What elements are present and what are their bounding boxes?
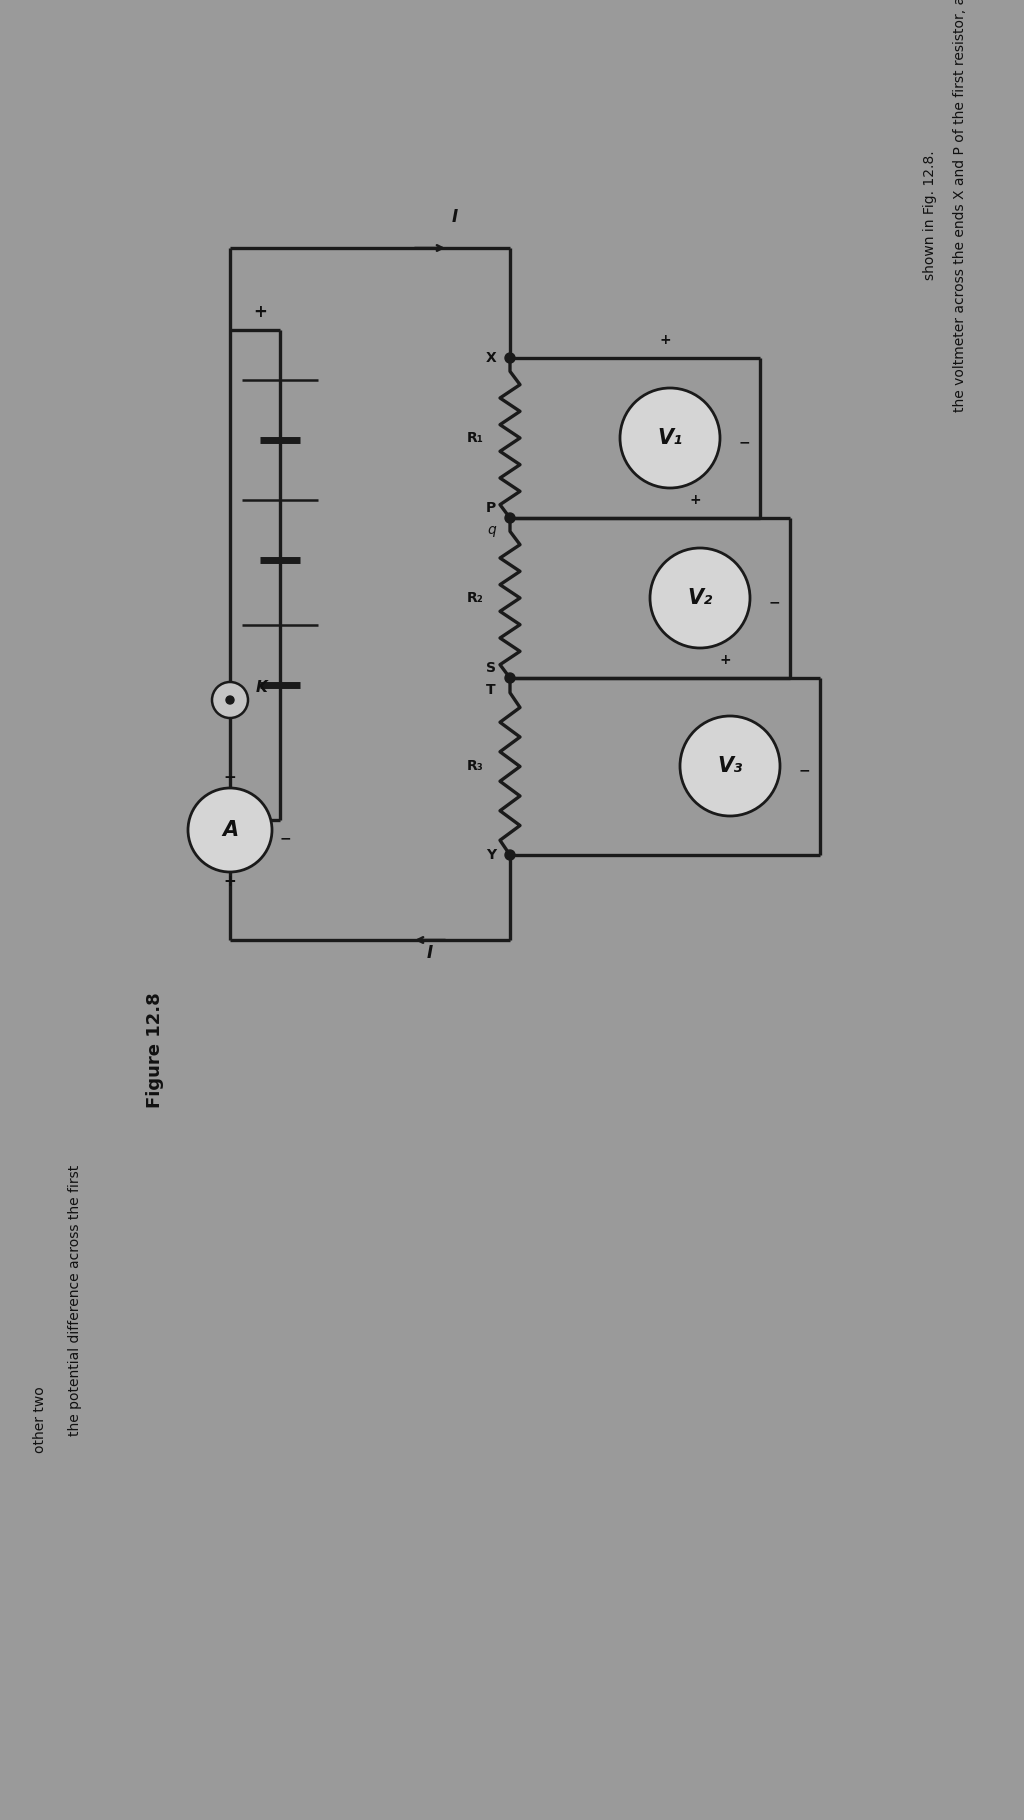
Text: +: + xyxy=(253,302,267,320)
Circle shape xyxy=(505,513,515,522)
Text: I: I xyxy=(452,207,458,226)
Text: −: − xyxy=(280,832,291,844)
Text: q: q xyxy=(487,522,496,537)
Circle shape xyxy=(212,682,248,719)
Circle shape xyxy=(680,715,780,815)
Text: R₁: R₁ xyxy=(467,431,484,446)
Circle shape xyxy=(505,353,515,362)
Text: −: − xyxy=(799,763,810,777)
Circle shape xyxy=(650,548,750,648)
Text: the potential difference across the first: the potential difference across the firs… xyxy=(68,1165,82,1436)
Text: +: + xyxy=(659,333,671,348)
Text: R₃: R₃ xyxy=(467,759,484,774)
Text: +: + xyxy=(223,874,237,890)
Circle shape xyxy=(226,695,234,704)
Text: +: + xyxy=(689,493,700,508)
Text: P: P xyxy=(485,501,496,515)
Text: I: I xyxy=(427,945,433,963)
Text: V₃: V₃ xyxy=(718,755,742,775)
Text: V₂: V₂ xyxy=(687,588,713,608)
Text: A: A xyxy=(222,821,238,841)
Text: X: X xyxy=(485,351,496,366)
Circle shape xyxy=(505,673,515,682)
Text: R₂: R₂ xyxy=(467,592,484,604)
Text: the voltmeter across the ends X and P of the first resistor, as: the voltmeter across the ends X and P of… xyxy=(953,0,967,411)
Text: −: − xyxy=(768,595,780,610)
Circle shape xyxy=(505,850,515,861)
Text: other two: other two xyxy=(33,1387,47,1454)
Text: T: T xyxy=(486,682,496,697)
Circle shape xyxy=(188,788,272,872)
Text: −: − xyxy=(738,435,750,450)
Text: shown in Fig. 12.8.: shown in Fig. 12.8. xyxy=(923,151,937,280)
Text: K: K xyxy=(256,681,268,695)
Text: Figure 12.8: Figure 12.8 xyxy=(146,992,164,1108)
Text: −: − xyxy=(223,770,237,786)
Circle shape xyxy=(620,388,720,488)
Text: V₁: V₁ xyxy=(657,428,683,448)
Text: +: + xyxy=(719,653,731,666)
Text: S: S xyxy=(486,661,496,675)
Text: Y: Y xyxy=(485,848,496,863)
